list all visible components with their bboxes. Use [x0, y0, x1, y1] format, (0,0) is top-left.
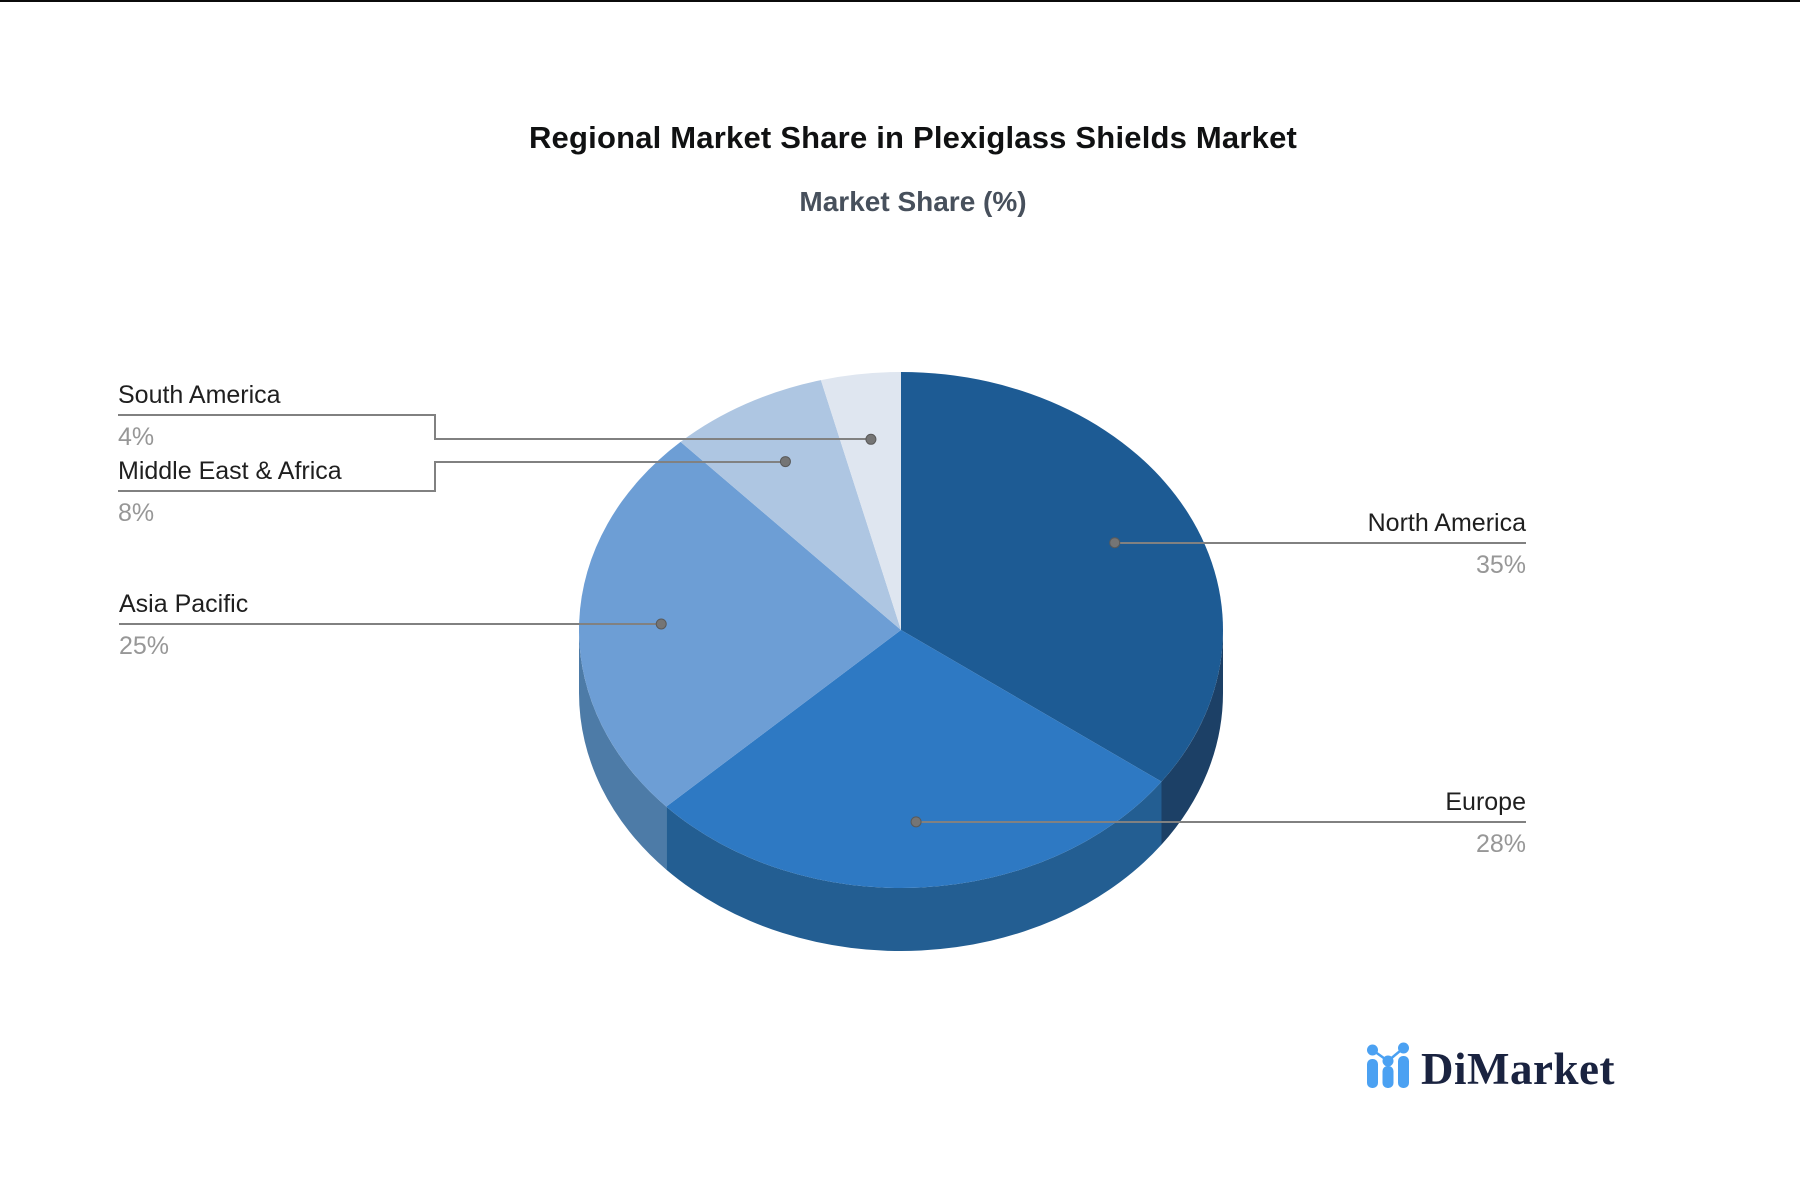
- brand-name: DiMarket: [1421, 1044, 1615, 1094]
- top-border-line: [0, 0, 1800, 2]
- callout-label-north-america: North America: [1367, 509, 1526, 537]
- chart-subtitle: Market Share (%): [799, 186, 1027, 217]
- callout-value-europe: 28%: [1475, 830, 1526, 858]
- callout-label-middle-east-africa: Middle East & Africa: [118, 457, 342, 485]
- callout-label-asia-pacific: Asia Pacific: [119, 590, 249, 618]
- callout-value-south-america: 4%: [118, 423, 155, 451]
- callout-value-middle-east-africa: 8%: [118, 499, 155, 527]
- callout-label-europe: Europe: [1445, 788, 1526, 816]
- callout-value-asia-pacific: 25%: [119, 632, 170, 660]
- chart-title: Regional Market Share in Plexiglass Shie…: [528, 120, 1298, 155]
- bar-chart-trend-icon: [1367, 1042, 1409, 1088]
- callout-value-north-america: 35%: [1475, 551, 1526, 579]
- callout-label-south-america: South America: [118, 381, 281, 409]
